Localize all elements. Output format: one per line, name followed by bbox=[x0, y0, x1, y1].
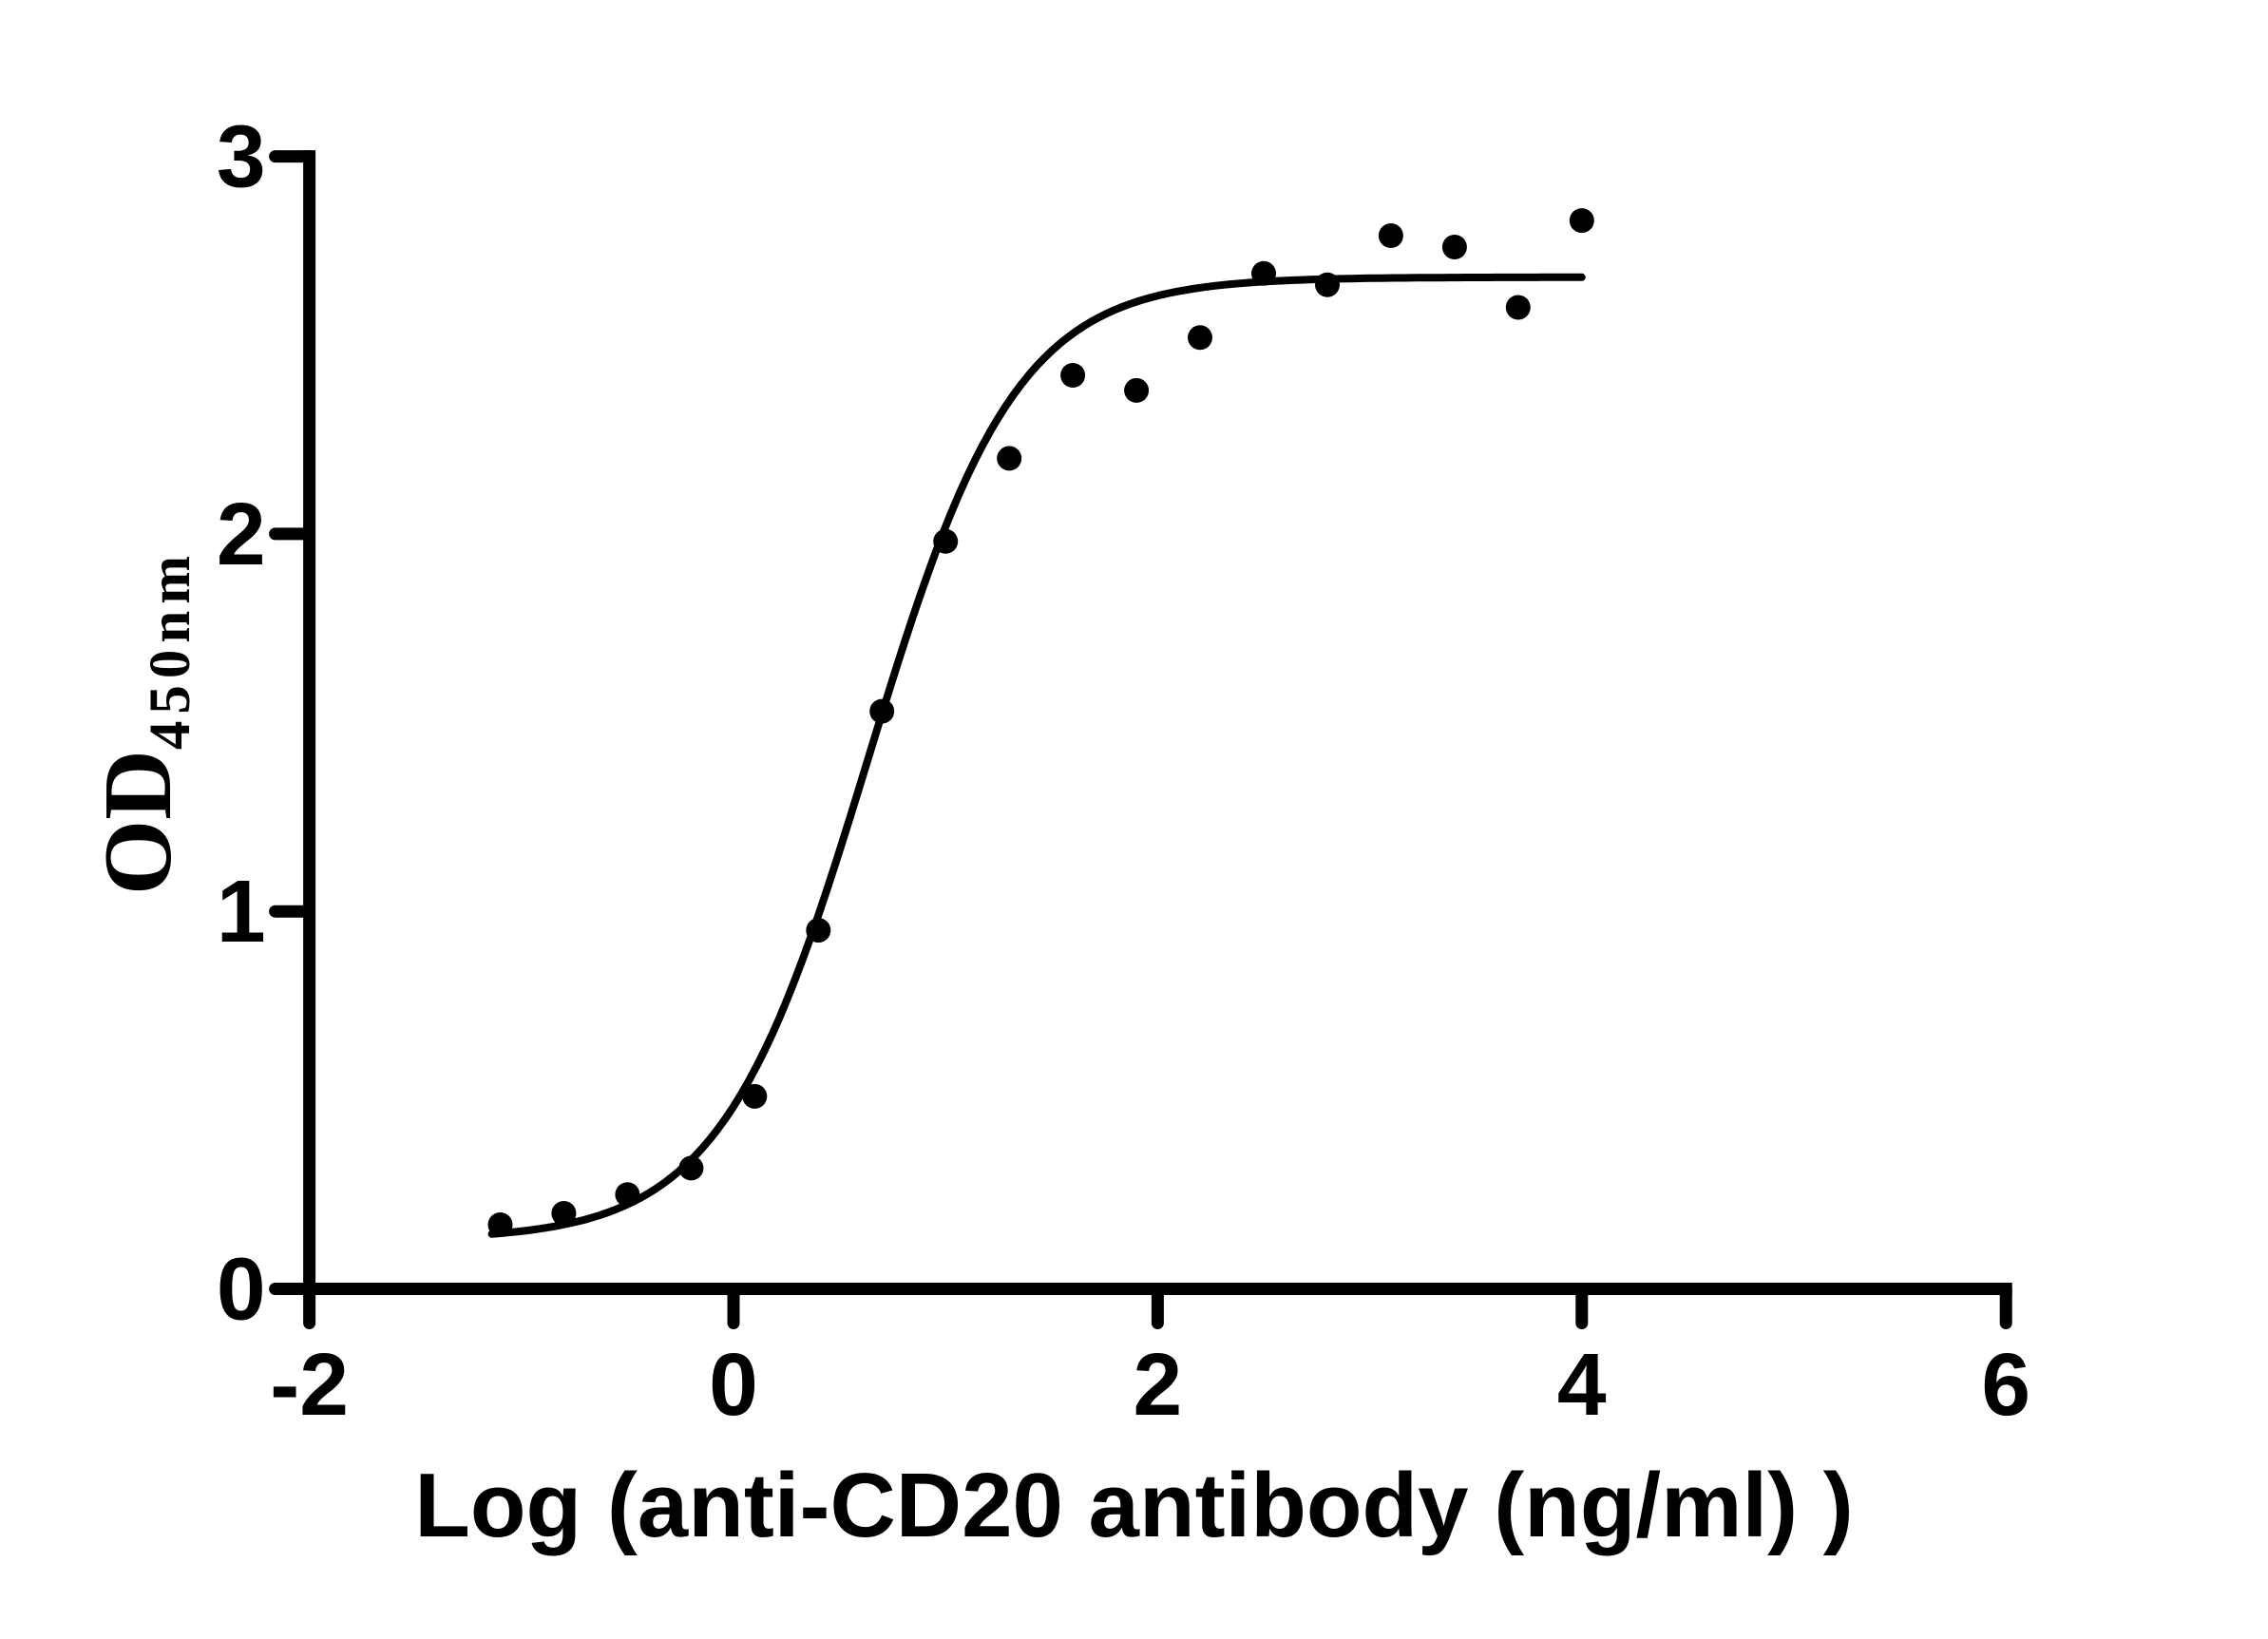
ticks-group bbox=[269, 150, 2012, 1329]
data-point bbox=[933, 528, 959, 554]
x-tick-label: 0 bbox=[709, 1335, 758, 1434]
data-point bbox=[678, 1155, 704, 1181]
data-point bbox=[1569, 208, 1594, 234]
x-axis-title: Log (anti-CD20 antibody (ng/ml) ) bbox=[414, 1455, 1854, 1556]
fit-curve-path bbox=[487, 273, 1586, 1238]
y-tick-label: 2 bbox=[217, 485, 266, 583]
data-point bbox=[487, 1212, 513, 1237]
y-tick-label: 1 bbox=[217, 862, 266, 961]
y-axis-title-subscript: 450nm bbox=[139, 548, 203, 751]
x-tick-label: 6 bbox=[1981, 1335, 2030, 1434]
data-point bbox=[1441, 235, 1467, 259]
data-point bbox=[1378, 223, 1403, 248]
x-tick-label: 2 bbox=[1134, 1335, 1183, 1434]
data-point bbox=[1124, 377, 1150, 403]
data-point bbox=[1060, 363, 1086, 388]
data-point bbox=[615, 1182, 640, 1208]
data-point bbox=[806, 918, 831, 943]
y-tick-label: 3 bbox=[217, 107, 266, 206]
data-point bbox=[869, 698, 895, 724]
fit-curve-group bbox=[487, 273, 1586, 1238]
x-tick-label: -2 bbox=[270, 1335, 349, 1434]
x-tick-label: 4 bbox=[1557, 1335, 1607, 1434]
y-tick-label: 0 bbox=[217, 1240, 266, 1339]
data-point bbox=[551, 1201, 577, 1226]
data-point bbox=[1251, 260, 1276, 286]
data-point bbox=[1315, 272, 1340, 297]
data-point bbox=[1188, 325, 1212, 351]
data-point bbox=[997, 446, 1022, 471]
data-point bbox=[1505, 295, 1531, 320]
y-axis-title-main: OD bbox=[85, 750, 192, 896]
y-axis-title: OD450nm bbox=[63, 437, 215, 1007]
data-point bbox=[742, 1083, 768, 1109]
data-points-group bbox=[487, 208, 1594, 1237]
axes-group bbox=[303, 150, 2012, 1295]
